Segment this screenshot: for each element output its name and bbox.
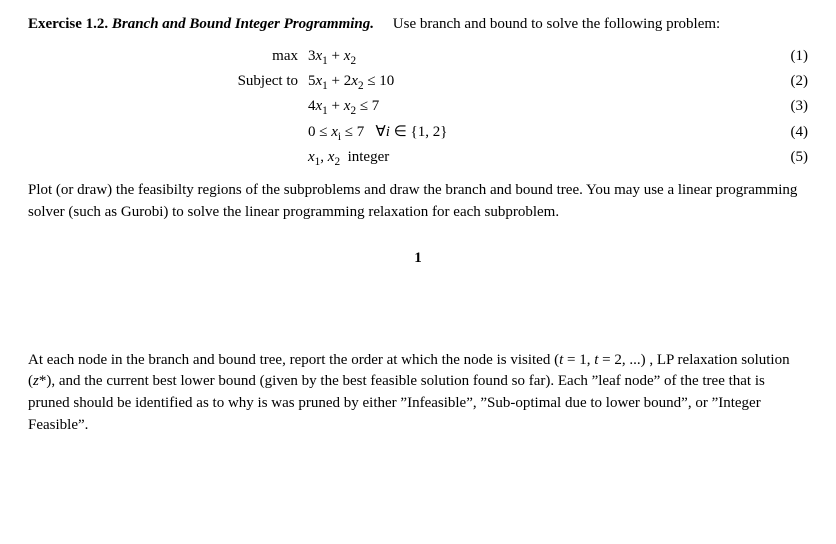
equation-expression: 0 ≤ xi ≤ 7 ∀i ∈ {1, 2} — [308, 122, 548, 145]
equation-number: (1) — [791, 46, 809, 68]
equation-number: (4) — [791, 122, 809, 144]
exercise-header: Exercise 1.2. Branch and Bound Integer P… — [28, 14, 808, 36]
equation-row: 4x1 + x2 ≤ 7 (3) — [28, 96, 808, 119]
equation-number: (5) — [791, 147, 809, 169]
equation-row: x1, x2 integer (5) — [28, 147, 808, 170]
equation-expression: x1, x2 integer — [308, 147, 548, 170]
exercise-label: Exercise 1.2. — [28, 16, 108, 32]
equation-block: max3x1 + x2 (1) Subject to5x1 + 2x2 ≤ 10 (2… — [28, 46, 808, 171]
paragraph-reporting: At each node in the branch and bound tre… — [28, 350, 808, 437]
equation-keyword: Subject to — [28, 71, 308, 93]
equation-expression: 4x1 + x2 ≤ 7 — [308, 96, 548, 119]
equation-expression: 5x1 + 2x2 ≤ 10 — [308, 71, 548, 94]
exercise-lead: Use branch and bound to solve the follow… — [393, 16, 720, 32]
equation-row: 0 ≤ xi ≤ 7 ∀i ∈ {1, 2} (4) — [28, 122, 808, 145]
equation-keyword: max — [28, 46, 308, 68]
equation-number: (2) — [791, 71, 809, 93]
equation-row: Subject to5x1 + 2x2 ≤ 10 (2) — [28, 71, 808, 94]
equation-number: (3) — [791, 96, 809, 118]
equation-expression: 3x1 + x2 — [308, 46, 548, 69]
page-number: 1 — [28, 248, 808, 270]
equation-row: max3x1 + x2 (1) — [28, 46, 808, 69]
exercise-title: Branch and Bound Integer Programming. — [112, 16, 374, 32]
paragraph-feasibility: Plot (or draw) the feasibilty regions of… — [28, 180, 808, 224]
